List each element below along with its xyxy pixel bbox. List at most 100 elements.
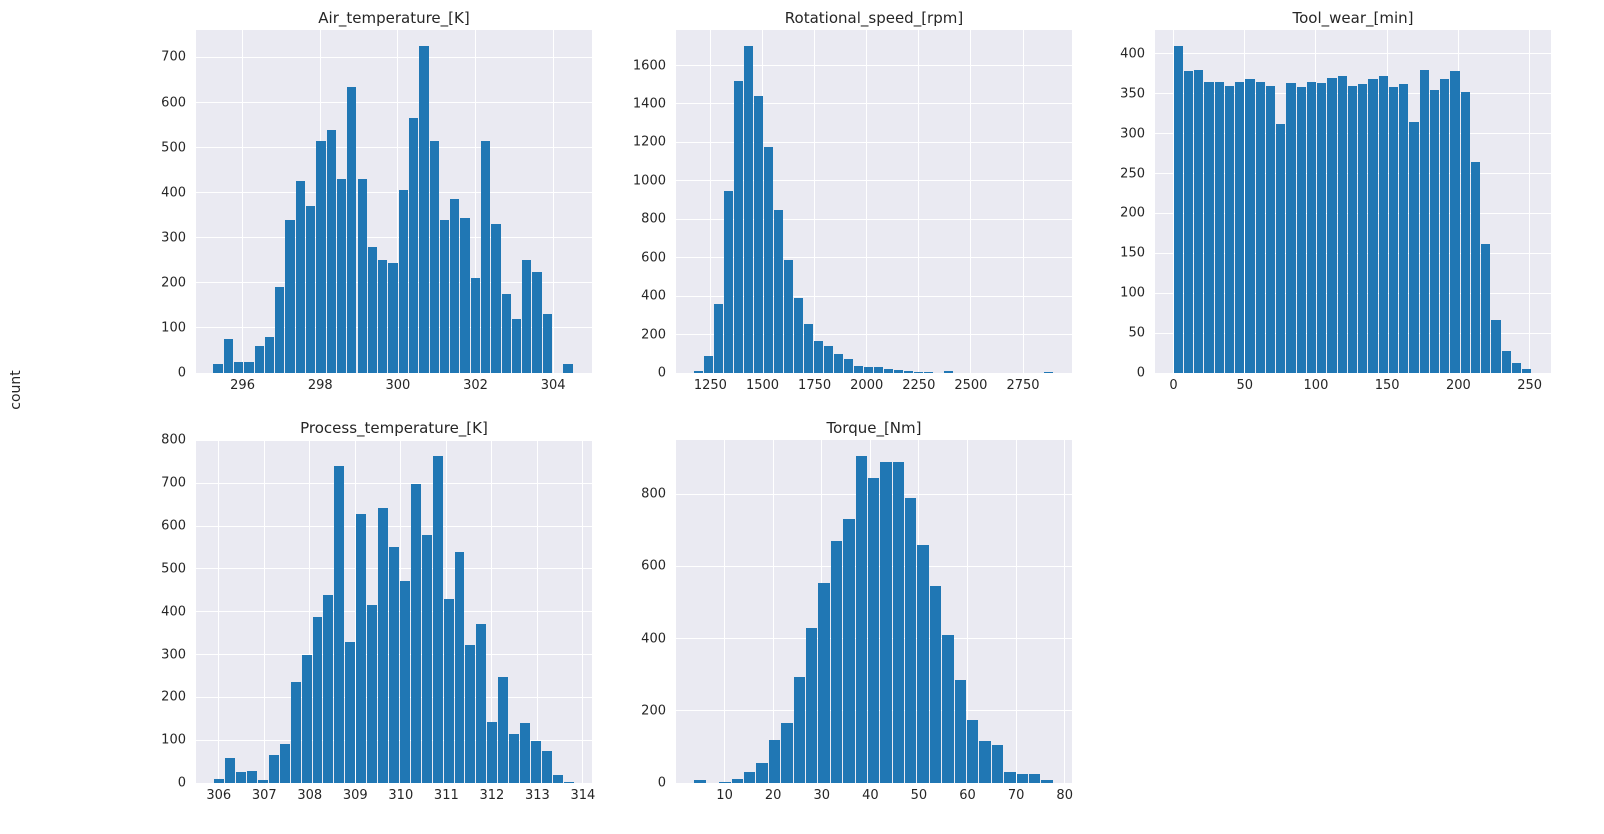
gridline-y — [196, 482, 592, 484]
histogram-bar — [1276, 124, 1286, 373]
subplot-torque: Torque_[Nm] 0 200 400 600 800 10 20 30 40 50 60 70… — [616, 418, 1073, 805]
histogram-bar — [563, 364, 573, 373]
chart-title: Process_temperature_[K] — [300, 419, 488, 437]
y-tick-label: 0 — [1136, 365, 1145, 381]
histogram-bar — [306, 206, 316, 373]
x-tick-label: 1250 — [693, 378, 727, 393]
gridline-x — [918, 30, 920, 373]
histogram-bar — [843, 519, 855, 783]
gridline-x — [1015, 440, 1017, 783]
histogram-bar — [356, 514, 367, 783]
histogram-bar — [1043, 372, 1053, 373]
histogram-bar — [498, 677, 509, 783]
x-axis: 306 307 308 309 310 311 312 313 314 — [196, 783, 596, 805]
histogram-bar — [1214, 81, 1224, 373]
histogram-bar — [336, 179, 347, 373]
histogram-bar — [1429, 89, 1440, 373]
histogram-bar — [1028, 773, 1041, 783]
x-axis: 1250 1500 1750 2000 2250 2500 2750 — [676, 373, 1072, 395]
histogram-bar — [783, 259, 793, 373]
y-tick-label: 100 — [161, 732, 186, 748]
histogram-bar — [388, 547, 399, 783]
histogram-bar — [855, 456, 867, 783]
gridline-y — [196, 440, 592, 441]
histogram-bar — [1306, 81, 1317, 373]
histogram-bar — [398, 190, 408, 373]
histogram-bar — [1296, 87, 1306, 373]
y-tick-label: 600 — [641, 558, 666, 574]
gridline-x — [814, 30, 816, 373]
chart-title: Rotational_speed_[rpm] — [784, 9, 964, 27]
histogram-bar — [942, 634, 954, 783]
histogram-bar — [419, 46, 429, 373]
y-tick-label: 200 — [161, 275, 186, 291]
x-tick-label: 250 — [1517, 378, 1543, 393]
x-tick-label: 296 — [230, 378, 255, 393]
histogram-bar — [863, 367, 873, 373]
histogram-bar — [1004, 772, 1016, 783]
histogram-bar — [903, 371, 913, 373]
histogram-bar — [1347, 85, 1358, 373]
histogram-bar — [1368, 79, 1378, 373]
x-axis: 10 20 30 40 50 60 70 80 — [676, 783, 1073, 805]
histogram-bar — [756, 763, 768, 783]
histogram-bar — [743, 46, 753, 373]
x-tick-label: 50 — [1236, 378, 1254, 393]
histogram-bar — [470, 278, 480, 373]
gridline-x — [1244, 30, 1246, 373]
histogram-bar — [542, 314, 552, 373]
gridline-x — [1022, 30, 1024, 373]
x-tick-label: 314 — [570, 788, 596, 803]
histogram-bar — [813, 341, 823, 373]
histogram-bar — [312, 616, 323, 783]
histogram-bar — [818, 582, 830, 783]
x-tick-label: 311 — [433, 788, 459, 803]
gridline-y — [676, 103, 1072, 105]
histogram-bar — [843, 358, 853, 373]
histogram-bar — [1255, 81, 1265, 373]
histogram-bar — [1501, 350, 1511, 373]
histogram-bar — [367, 605, 378, 783]
y-axis: 0 200 400 600 800 1000 1200 1400 1600 — [616, 30, 676, 380]
y-tick-label: 400 — [641, 631, 666, 647]
histogram-bar — [1470, 161, 1481, 373]
y-tick-label: 600 — [641, 250, 666, 266]
histogram-bar — [345, 641, 356, 783]
x-tick-label: 100 — [1303, 378, 1329, 393]
x-tick-label: 302 — [463, 378, 488, 393]
histogram-bar — [1041, 780, 1053, 783]
gridline-y — [676, 141, 1072, 143]
y-tick-label: 0 — [657, 775, 666, 791]
y-tick-label: 800 — [641, 486, 666, 502]
histogram-bar — [552, 775, 563, 783]
histogram-bar — [719, 781, 731, 783]
histogram-bar — [531, 741, 541, 783]
chart-title: Torque_[Nm] — [826, 419, 922, 437]
y-axis: 0 100 200 300 400 500 600 700 800 — [136, 433, 196, 791]
x-tick-label: 307 — [251, 788, 277, 803]
subplot-air-temperature: Air_temperature_[K] 0 100 200 300 400 500 600 7… — [136, 8, 592, 395]
gridline-y — [1155, 53, 1551, 55]
x-tick-label: 313 — [524, 788, 550, 803]
histogram-bar — [768, 739, 781, 783]
histogram-bar — [532, 271, 542, 373]
gridline-y — [676, 180, 1072, 182]
histogram-bar — [913, 372, 923, 373]
histogram-bar — [1388, 87, 1399, 373]
figure-ylabel: count — [8, 370, 24, 410]
histogram-bar — [967, 719, 979, 783]
histogram-bar — [923, 372, 933, 373]
gridline-x — [475, 30, 477, 373]
x-tick-label: 2250 — [902, 378, 936, 393]
subplot-rotational-speed: Rotational_speed_[rpm] 0 200 400 600 800 1000… — [616, 8, 1072, 395]
histogram-bar — [853, 366, 863, 373]
x-tick-label: 70 — [1007, 788, 1025, 803]
histogram-bar — [917, 544, 929, 783]
histogram-bar — [693, 371, 703, 373]
x-tick-label: 200 — [1445, 378, 1471, 393]
histogram-bar — [476, 623, 487, 783]
histogram-bar — [905, 497, 917, 783]
histogram-bar — [290, 682, 301, 783]
gridline-x — [1529, 30, 1531, 373]
y-tick-label: 700 — [161, 475, 186, 491]
